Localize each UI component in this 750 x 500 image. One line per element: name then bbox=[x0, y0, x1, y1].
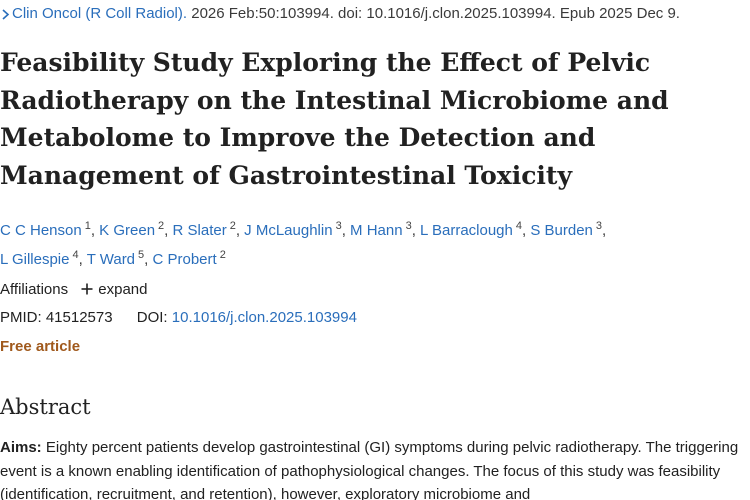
citation-details: 2026 Feb:50:103994. doi: 10.1016/j.clon.… bbox=[191, 5, 680, 22]
author-link[interactable]: L Barraclough bbox=[420, 222, 513, 239]
author-item: L Barraclough 4 bbox=[420, 220, 522, 239]
author-link[interactable]: C C Henson bbox=[0, 222, 82, 239]
citation-line: Clin Oncol (R Coll Radiol). 2026 Feb:50:… bbox=[0, 4, 680, 24]
plus-icon bbox=[80, 282, 94, 296]
author-item: L Gillespie 4 bbox=[0, 249, 79, 268]
affiliations-row: Affiliations expand bbox=[0, 280, 147, 300]
affiliation-number[interactable]: 5 bbox=[138, 249, 145, 261]
free-article-label: Free article bbox=[0, 338, 81, 355]
author-item: C Probert 2 bbox=[152, 249, 226, 268]
affiliation-number[interactable]: 2 bbox=[229, 220, 236, 232]
affiliation-number[interactable]: 4 bbox=[72, 249, 79, 261]
affiliation-number[interactable]: 3 bbox=[335, 220, 342, 232]
affiliations-label: Affiliations bbox=[0, 281, 69, 298]
author-item: C C Henson 1 bbox=[0, 220, 91, 239]
affiliation-number[interactable]: 3 bbox=[405, 220, 412, 232]
chevron-right-icon[interactable] bbox=[0, 4, 12, 24]
author-item: M Hann 3 bbox=[350, 220, 412, 239]
author-list: C C Henson 1, K Green 2, R Slater 2, J McLa… bbox=[0, 220, 607, 268]
doi-link[interactable]: 10.1016/j.clon.2025.103994 bbox=[171, 309, 357, 326]
author-link[interactable]: C Probert bbox=[152, 251, 217, 268]
author-link[interactable]: R Slater bbox=[172, 222, 227, 239]
article-title: Feasibility Study Exploring the Effect o… bbox=[0, 48, 669, 190]
expand-label: expand bbox=[98, 281, 148, 298]
author-link[interactable]: K Green bbox=[99, 222, 156, 239]
affiliation-number[interactable]: 3 bbox=[595, 220, 603, 232]
journal-link[interactable]: Clin Oncol (R Coll Radiol). bbox=[12, 5, 188, 22]
author-item: T Ward 5 bbox=[86, 249, 145, 268]
expand-affiliations-button[interactable]: expand bbox=[80, 280, 147, 300]
affiliation-number[interactable]: 2 bbox=[158, 220, 165, 232]
affiliation-number[interactable]: 2 bbox=[219, 249, 226, 261]
author-link[interactable]: L Gillespie bbox=[0, 251, 70, 268]
affiliation-number[interactable]: 4 bbox=[515, 220, 522, 232]
abstract-heading: Abstract bbox=[0, 395, 91, 419]
author-link[interactable]: T Ward bbox=[86, 251, 136, 268]
author-item: R Slater 2 bbox=[172, 220, 236, 239]
doi-label: DOI: bbox=[136, 309, 168, 326]
author-link[interactable]: S Burden bbox=[530, 222, 593, 239]
abstract-text: Aims: Eighty percent patients develop ga… bbox=[0, 436, 748, 500]
affiliation-number[interactable]: 1 bbox=[84, 220, 91, 232]
author-item: K Green 2 bbox=[99, 220, 165, 239]
author-link[interactable]: J McLaughlin bbox=[244, 222, 333, 239]
author-item: S Burden 3 bbox=[530, 220, 603, 239]
aims-label: Aims: bbox=[0, 439, 42, 456]
author-item: J McLaughlin 3 bbox=[244, 220, 342, 239]
aims-text: Eighty percent patients develop gastroin… bbox=[0, 439, 739, 500]
pmid-value: 41512573 bbox=[45, 309, 113, 326]
author-link[interactable]: M Hann bbox=[350, 222, 403, 239]
identifiers-row: PMID: 41512573 DOI: 10.1016/j.clon.2025.… bbox=[0, 308, 357, 328]
pmid-label: PMID: bbox=[0, 309, 42, 326]
